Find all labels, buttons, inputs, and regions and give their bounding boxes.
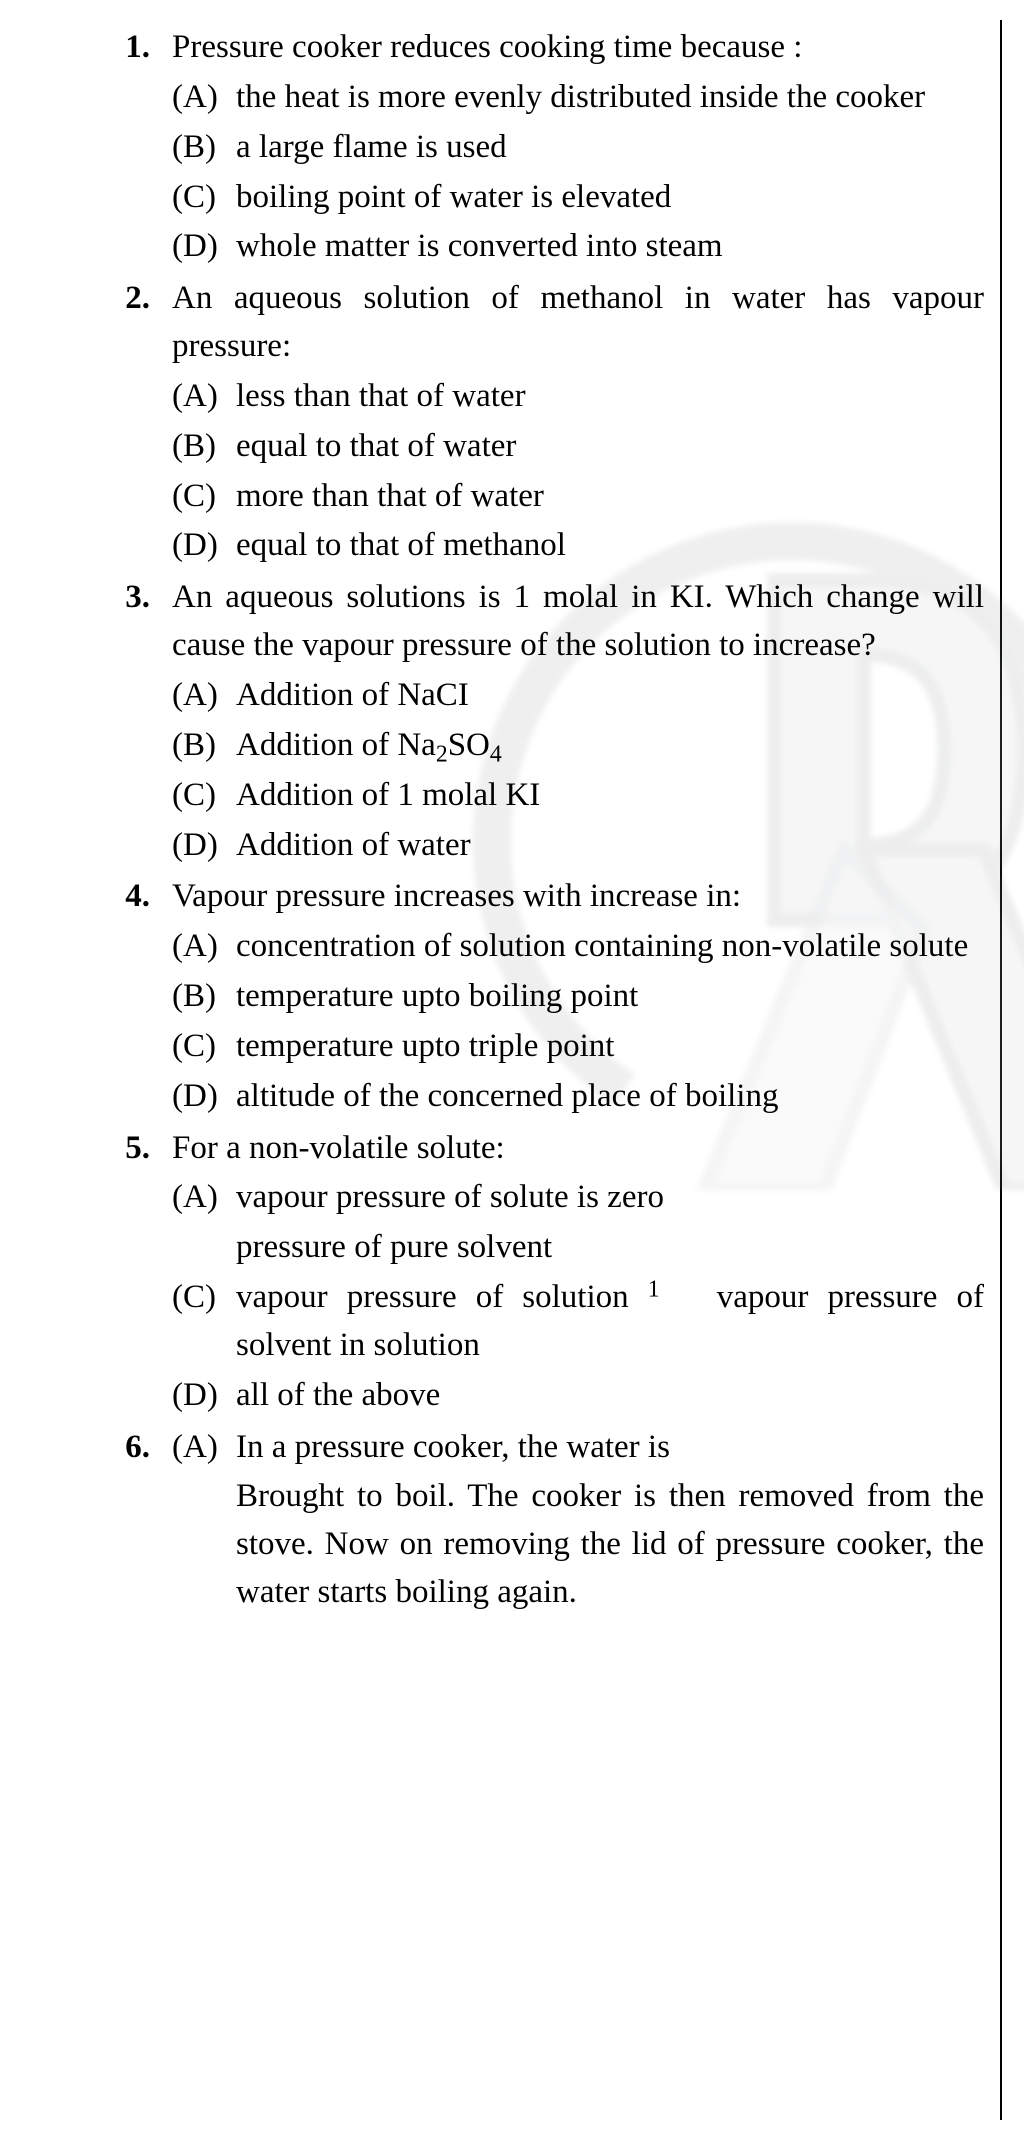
option-label: (D): [172, 1073, 236, 1121]
option-text: pressure of pure solvent: [236, 1224, 984, 1272]
option-text: vapour pressure of solute is zero: [236, 1174, 984, 1222]
option-row: (D)whole matter is converted into steam: [172, 223, 984, 271]
option-row: (B)equal to that of water: [172, 423, 984, 471]
question-number: 1.: [80, 24, 172, 72]
option-row: (D)all of the above: [172, 1372, 984, 1420]
question-stem: Vapour pressure increases with increase …: [172, 873, 984, 921]
question-block: 2.An aqueous solution of methanol in wat…: [80, 275, 984, 572]
option-row: (D)equal to that of methanol: [172, 522, 984, 570]
question-number: 4.: [80, 873, 172, 921]
question-stem-row: (A)In a pressure cooker, the water is: [172, 1424, 984, 1472]
option-text: equal to that of water: [236, 423, 984, 471]
option-text: equal to that of methanol: [236, 522, 984, 570]
question-number: 6.: [80, 1424, 172, 1472]
option-label: (D): [172, 822, 236, 870]
stem-inline: In a pressure cooker, the water is: [236, 1424, 984, 1472]
option-label: (A): [172, 672, 236, 720]
option-row: (B)a large flame is used: [172, 124, 984, 172]
option-label: (B): [172, 423, 236, 471]
option-row: (C)boiling point of water is elevated: [172, 174, 984, 222]
option-row: pressure of pure solvent: [172, 1224, 984, 1272]
option-text: Addition of 1 molal KI: [236, 772, 984, 820]
option-text: Addition of Na2SO4: [236, 722, 984, 770]
option-row: (A)vapour pressure of solute is zero: [172, 1174, 984, 1222]
question-number: 2.: [80, 275, 172, 323]
question-body: (A)In a pressure cooker, the water isBro…: [172, 1424, 984, 1619]
option-label: (C): [172, 1274, 236, 1322]
option-row: (A)Addition of NaCI: [172, 672, 984, 720]
option-row: (A)less than that of water: [172, 373, 984, 421]
option-row: (C)more than that of water: [172, 473, 984, 521]
option-text: concentration of solution containing non…: [236, 923, 984, 971]
option-text: the heat is more evenly distributed insi…: [236, 74, 984, 122]
option-label: (C): [172, 473, 236, 521]
right-border-rule: [1000, 20, 1002, 2120]
option-text: a large flame is used: [236, 124, 984, 172]
option-label: (A): [172, 923, 236, 971]
option-text: more than that of water: [236, 473, 984, 521]
option-text: less than that of water: [236, 373, 984, 421]
option-label: (C): [172, 174, 236, 222]
option-text: all of the above: [236, 1372, 984, 1420]
option-label: (A): [172, 74, 236, 122]
option-text: temperature upto boiling point: [236, 973, 984, 1021]
option-row: (A)concentration of solution containing …: [172, 923, 984, 971]
question-block: 5.For a non-volatile solute:(A)vapour pr…: [80, 1125, 984, 1422]
question-block: 3.An aqueous solutions is 1 molal in KI.…: [80, 574, 984, 871]
option-row: (D)altitude of the concerned place of bo…: [172, 1073, 984, 1121]
option-label: (D): [172, 522, 236, 570]
option-text: boiling point of water is elevated: [236, 174, 984, 222]
option-label: (C): [172, 772, 236, 820]
option-text: vapour pressure of solution 1 vapour pre…: [236, 1274, 984, 1370]
option-label: (D): [172, 223, 236, 271]
option-row: (C)Addition of 1 molal KI: [172, 772, 984, 820]
option-row: (B)Addition of Na2SO4: [172, 722, 984, 770]
option-text: Addition of water: [236, 822, 984, 870]
question-body: Pressure cooker reduces cooking time bec…: [172, 24, 984, 273]
question-number: 5.: [80, 1125, 172, 1173]
option-text: Addition of NaCI: [236, 672, 984, 720]
option-label: (A): [172, 1174, 236, 1222]
option-row: (B)temperature upto boiling point: [172, 973, 984, 1021]
question-body: For a non-volatile solute:(A)vapour pres…: [172, 1125, 984, 1422]
question-body: Vapour pressure increases with increase …: [172, 873, 984, 1122]
option-label: (A): [172, 373, 236, 421]
option-text: altitude of the concerned place of boili…: [236, 1073, 984, 1121]
option-row: (C)temperature upto triple point: [172, 1023, 984, 1071]
stem-continuation-row: Brought to boil. The cooker is then remo…: [172, 1473, 984, 1617]
question-body: An aqueous solutions is 1 molal in KI. W…: [172, 574, 984, 871]
option-row: (A)the heat is more evenly distributed i…: [172, 74, 984, 122]
question-stem: For a non-volatile solute:: [172, 1125, 984, 1173]
option-label: (B): [172, 124, 236, 172]
question-block: 6.(A)In a pressure cooker, the water isB…: [80, 1424, 984, 1619]
option-label: (D): [172, 1372, 236, 1420]
option-label: (C): [172, 1023, 236, 1071]
option-label: (B): [172, 973, 236, 1021]
stem-continuation: Brought to boil. The cooker is then remo…: [236, 1473, 984, 1617]
option-label: (B): [172, 722, 236, 770]
stem-label: (A): [172, 1424, 236, 1472]
option-text: temperature upto triple point: [236, 1023, 984, 1071]
question-stem: An aqueous solution of methanol in water…: [172, 275, 984, 371]
question-body: An aqueous solution of methanol in water…: [172, 275, 984, 572]
question-block: 4.Vapour pressure increases with increas…: [80, 873, 984, 1122]
question-stem: An aqueous solutions is 1 molal in KI. W…: [172, 574, 984, 670]
question-block: 1.Pressure cooker reduces cooking time b…: [80, 24, 984, 273]
option-text: whole matter is converted into steam: [236, 223, 984, 271]
question-stem: Pressure cooker reduces cooking time bec…: [172, 24, 984, 72]
option-row: (D)Addition of water: [172, 822, 984, 870]
option-row: (C)vapour pressure of solution 1 vapour …: [172, 1274, 984, 1370]
question-number: 3.: [80, 574, 172, 622]
